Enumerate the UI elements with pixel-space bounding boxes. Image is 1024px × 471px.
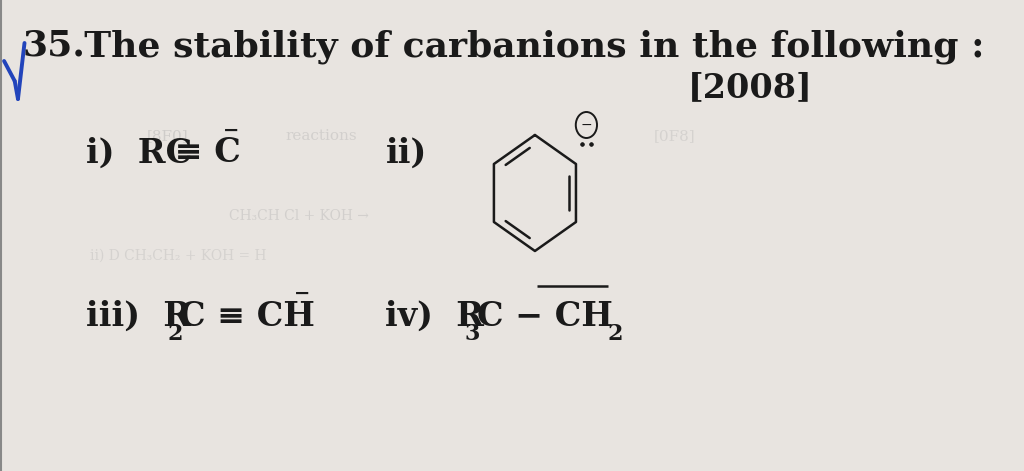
Text: iv)  R: iv) R	[385, 300, 484, 333]
Text: [0F8]: [0F8]	[653, 129, 695, 143]
Text: iii)  R: iii) R	[86, 300, 190, 333]
Text: i)  RC: i) RC	[86, 137, 191, 170]
Text: 3: 3	[465, 323, 480, 345]
Text: −: −	[294, 285, 310, 303]
Text: ii) D CH₃CH₂ + KOH = H: ii) D CH₃CH₂ + KOH = H	[90, 249, 266, 263]
Text: CH₃CH Cl + KOH →: CH₃CH Cl + KOH →	[228, 209, 369, 223]
Text: [2008]: [2008]	[688, 71, 813, 104]
Text: 35.: 35.	[23, 29, 86, 63]
Text: −: −	[581, 118, 592, 132]
Text: The stability of carbanions in the following :: The stability of carbanions in the follo…	[58, 29, 984, 64]
Text: reactions: reactions	[286, 129, 357, 143]
Text: [8F0]: [8F0]	[147, 129, 188, 143]
Text: C − CH: C − CH	[477, 300, 612, 333]
Text: C ≡ CH: C ≡ CH	[179, 300, 314, 333]
Text: ≡ C: ≡ C	[164, 137, 241, 170]
Text: −: −	[223, 122, 240, 140]
Text: ii): ii)	[385, 137, 427, 170]
Text: 2: 2	[167, 323, 183, 345]
Text: 2: 2	[607, 323, 624, 345]
